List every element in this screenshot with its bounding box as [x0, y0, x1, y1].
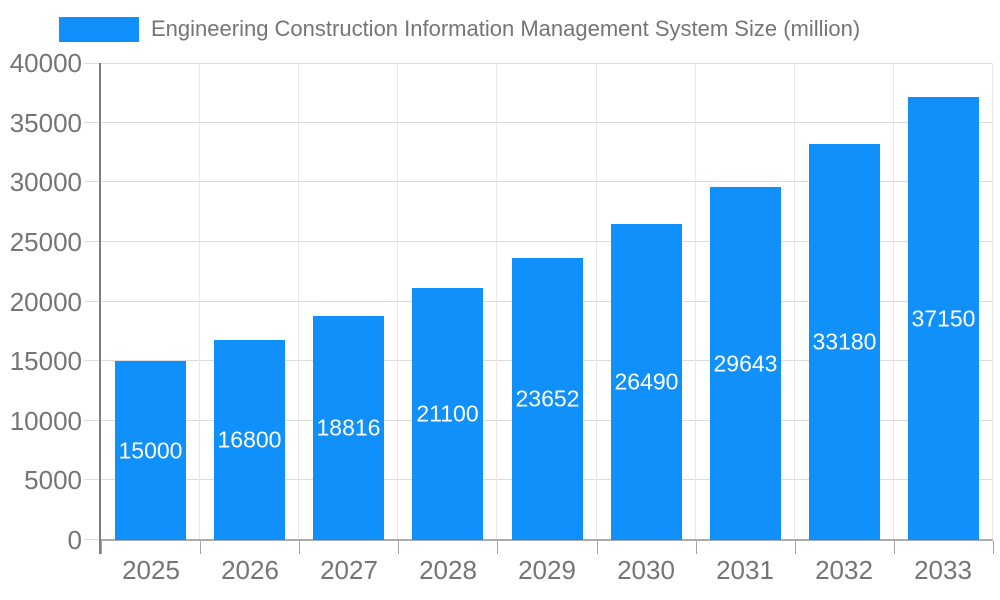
bar-2027: 18816	[313, 316, 384, 540]
y-axis-line	[99, 63, 101, 554]
v-gridline	[397, 63, 398, 540]
x-axis-label: 2025	[122, 555, 180, 585]
x-axis-tick	[398, 541, 399, 554]
x-axis-label: 2027	[320, 555, 378, 585]
bar-value-label: 15000	[118, 437, 183, 463]
v-gridline	[596, 63, 597, 540]
v-gridline	[199, 63, 200, 540]
x-axis-tick	[696, 541, 697, 554]
legend-label: Engineering Construction Information Man…	[151, 16, 861, 41]
bar-2033: 37150	[908, 97, 979, 540]
v-gridline	[992, 63, 993, 540]
y-axis-label: 0	[67, 525, 82, 555]
v-gridline	[298, 63, 299, 540]
x-axis-labels: 2025 2026 2027 2028 2029 2030 2031 2032 2033	[101, 553, 993, 587]
v-gridline	[794, 63, 795, 540]
v-gridline	[893, 63, 894, 540]
x-axis-tick	[894, 541, 895, 554]
x-axis-tick	[200, 541, 201, 554]
x-axis-label: 2033	[914, 555, 972, 585]
bar-value-label: 16800	[217, 426, 282, 453]
x-axis-label: 2032	[815, 555, 873, 585]
bar-value-label: 29643	[713, 350, 778, 376]
v-gridline	[695, 63, 696, 540]
x-axis-tick	[597, 541, 598, 554]
x-axis-tick	[497, 541, 498, 554]
legend-swatch	[59, 16, 139, 42]
y-axis-label: 5000	[24, 465, 82, 495]
y-axis-label: 20000	[9, 287, 82, 317]
h-gridline	[84, 241, 993, 242]
bar-2029: 23652	[512, 258, 583, 540]
x-axis-tick	[993, 541, 994, 554]
x-axis-label: 2030	[617, 555, 675, 585]
y-axis-label: 15000	[9, 346, 82, 376]
legend: Engineering Construction Information Man…	[59, 16, 860, 42]
x-axis-label: 2026	[221, 555, 279, 585]
x-axis-label: 2028	[419, 555, 477, 585]
x-axis-label: 2029	[518, 555, 576, 585]
h-gridline	[84, 181, 993, 182]
plot-area: 15000 16800 18816 21100 23652 26490 29643 33180…	[84, 63, 994, 554]
x-axis-tick	[795, 541, 796, 554]
h-gridline	[84, 63, 993, 64]
y-axis-label: 10000	[9, 406, 82, 436]
bar-value-label: 18816	[316, 414, 381, 441]
y-axis-label: 25000	[9, 227, 82, 257]
x-axis-tick	[299, 541, 300, 554]
bar-value-label: 26490	[614, 368, 679, 395]
bar-2026: 16800	[214, 340, 285, 540]
bar-value-label: 33180	[812, 328, 877, 355]
y-axis-labels: 0 5000 10000 15000 20000 25000 30000 35000 40000	[0, 48, 82, 555]
bar-2031: 29643	[710, 187, 781, 540]
bar-2025: 15000	[115, 361, 186, 540]
x-axis-label: 2031	[716, 555, 774, 585]
x-axis-tick	[101, 541, 102, 554]
y-axis-label: 35000	[9, 108, 82, 138]
x-axis-line	[101, 539, 993, 541]
bar-2028: 21100	[412, 288, 483, 540]
bar-2030: 26490	[611, 224, 682, 540]
bar-value-label: 21100	[416, 400, 479, 427]
v-gridline	[496, 63, 497, 540]
y-axis-label: 40000	[9, 48, 82, 78]
bar-value-label: 37150	[911, 305, 976, 331]
y-axis-label: 30000	[9, 167, 82, 197]
h-gridline	[84, 122, 993, 123]
bar-value-label: 23652	[515, 385, 580, 412]
bar-2032: 33180	[809, 144, 880, 540]
